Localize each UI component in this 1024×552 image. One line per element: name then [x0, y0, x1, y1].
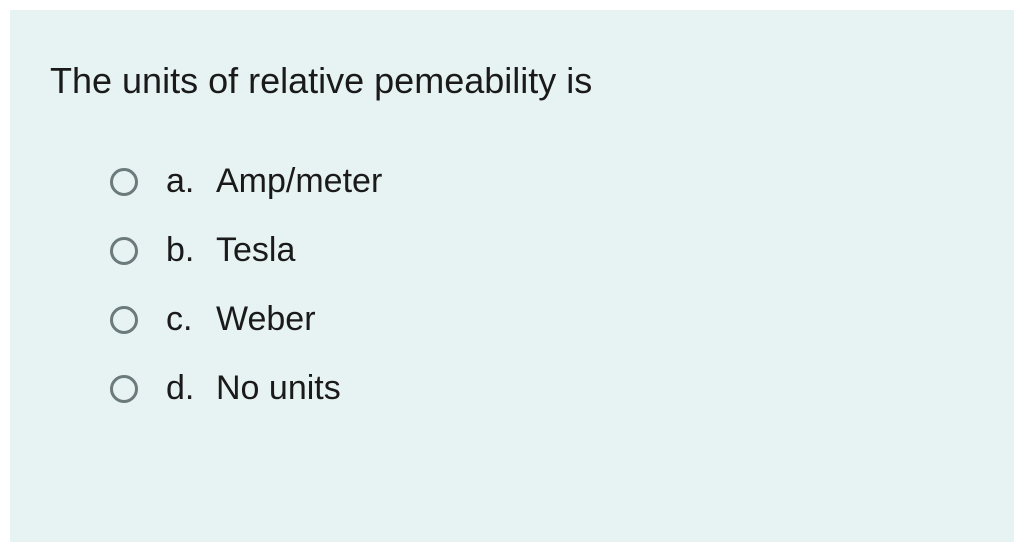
option-letter: b. [166, 231, 216, 270]
option-text: Weber [216, 300, 316, 339]
option-row-b[interactable]: b. Tesla [110, 231, 974, 270]
option-row-d[interactable]: d. No units [110, 369, 974, 408]
option-letter: a. [166, 162, 216, 201]
question-card: The units of relative pemeability is a. … [10, 10, 1014, 542]
option-row-c[interactable]: c. Weber [110, 300, 974, 339]
radio-button-d[interactable] [110, 375, 138, 403]
radio-button-a[interactable] [110, 168, 138, 196]
option-letter: d. [166, 369, 216, 408]
radio-button-b[interactable] [110, 237, 138, 265]
option-text: No units [216, 369, 341, 408]
option-text: Tesla [216, 231, 295, 270]
option-text: Amp/meter [216, 162, 382, 201]
question-text: The units of relative pemeability is [50, 60, 974, 102]
option-row-a[interactable]: a. Amp/meter [110, 162, 974, 201]
radio-button-c[interactable] [110, 306, 138, 334]
option-letter: c. [166, 300, 216, 339]
options-list: a. Amp/meter b. Tesla c. Weber d. No uni… [50, 162, 974, 408]
